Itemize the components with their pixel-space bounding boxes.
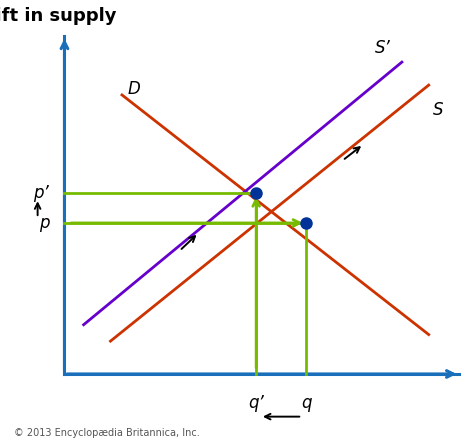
Text: p’: p’ (33, 184, 49, 202)
Text: S: S (433, 102, 443, 120)
Text: q: q (301, 394, 311, 412)
Text: © 2013 Encyclopædia Britannica, Inc.: © 2013 Encyclopædia Britannica, Inc. (14, 428, 200, 438)
Text: p: p (38, 214, 49, 232)
Text: A shift in supply: A shift in supply (0, 7, 116, 25)
Text: q’: q’ (248, 394, 264, 412)
Text: D: D (128, 80, 140, 98)
Text: S’: S’ (374, 39, 391, 57)
